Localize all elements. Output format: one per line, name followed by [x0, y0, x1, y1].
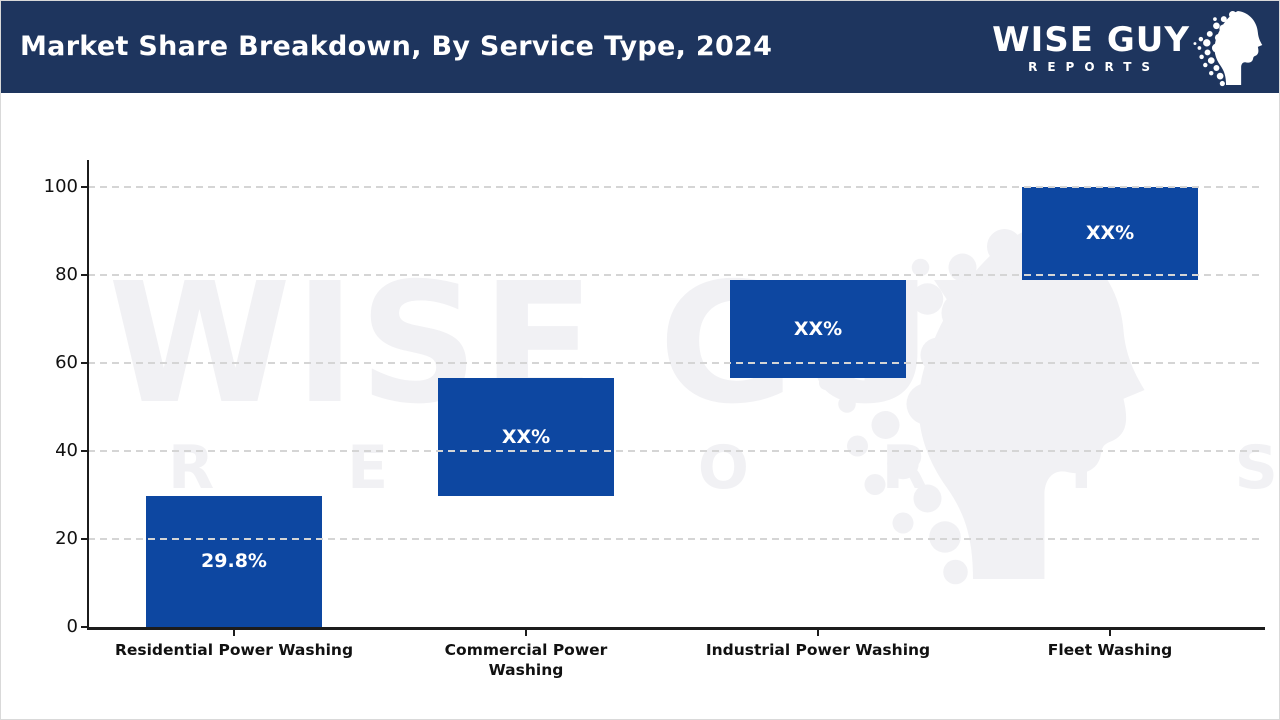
y-axis-tick-label: 60 [55, 352, 78, 373]
y-axis-tick [81, 274, 88, 276]
gridline [88, 450, 1262, 452]
x-axis-tick [233, 629, 235, 636]
y-axis-tick-label: 20 [55, 528, 78, 549]
x-axis-category-label: Fleet Washing [1047, 641, 1173, 659]
page-title: Market Share Breakdown, By Service Type,… [20, 31, 773, 62]
logo-text: WISE GUY REPORTS [992, 23, 1190, 74]
y-axis-tick-label: 40 [55, 440, 78, 461]
y-axis-tick [81, 186, 88, 188]
y-axis-tick [81, 362, 88, 364]
bar-value-label: XX% [501, 425, 551, 448]
wise-guy-reports-logo: WISE GUY REPORTS [992, 8, 1266, 88]
x-axis-tick [1109, 629, 1111, 636]
x-axis-tick [525, 629, 527, 636]
bar-segment: XX% [1022, 187, 1198, 280]
gridline [88, 538, 1262, 540]
y-axis-tick [81, 538, 88, 540]
y-axis-tick-label: 100 [43, 176, 78, 197]
logo-wordmark: WISE GUY [992, 19, 1190, 60]
y-axis-tick [81, 626, 88, 628]
bar-segment: 29.8% [146, 495, 322, 627]
x-axis-tick [817, 629, 819, 636]
y-axis-line [87, 160, 89, 629]
header-bar: Market Share Breakdown, By Service Type,… [0, 0, 1280, 93]
bar-segment: XX% [438, 377, 614, 496]
dotted-head-icon [1193, 11, 1263, 87]
x-axis-category-label: Commercial Power Washing [444, 641, 608, 680]
gridline [88, 274, 1262, 276]
x-axis-line [87, 627, 1265, 630]
gridline [88, 362, 1262, 364]
gridline [88, 186, 1262, 188]
y-axis-tick [81, 450, 88, 452]
bar-value-label: 29.8% [201, 550, 267, 573]
bar-value-label: XX% [793, 317, 843, 340]
y-axis-tick-label: 0 [66, 616, 78, 637]
x-axis-category-label: Residential Power Washing [114, 641, 354, 659]
y-axis-tick-label: 80 [55, 264, 78, 285]
bar-segment: XX% [730, 279, 906, 378]
bar-value-label: XX% [1085, 222, 1135, 245]
x-axis-category-label: Industrial Power Washing [705, 641, 931, 659]
logo-subtitle: REPORTS [1028, 59, 1161, 74]
